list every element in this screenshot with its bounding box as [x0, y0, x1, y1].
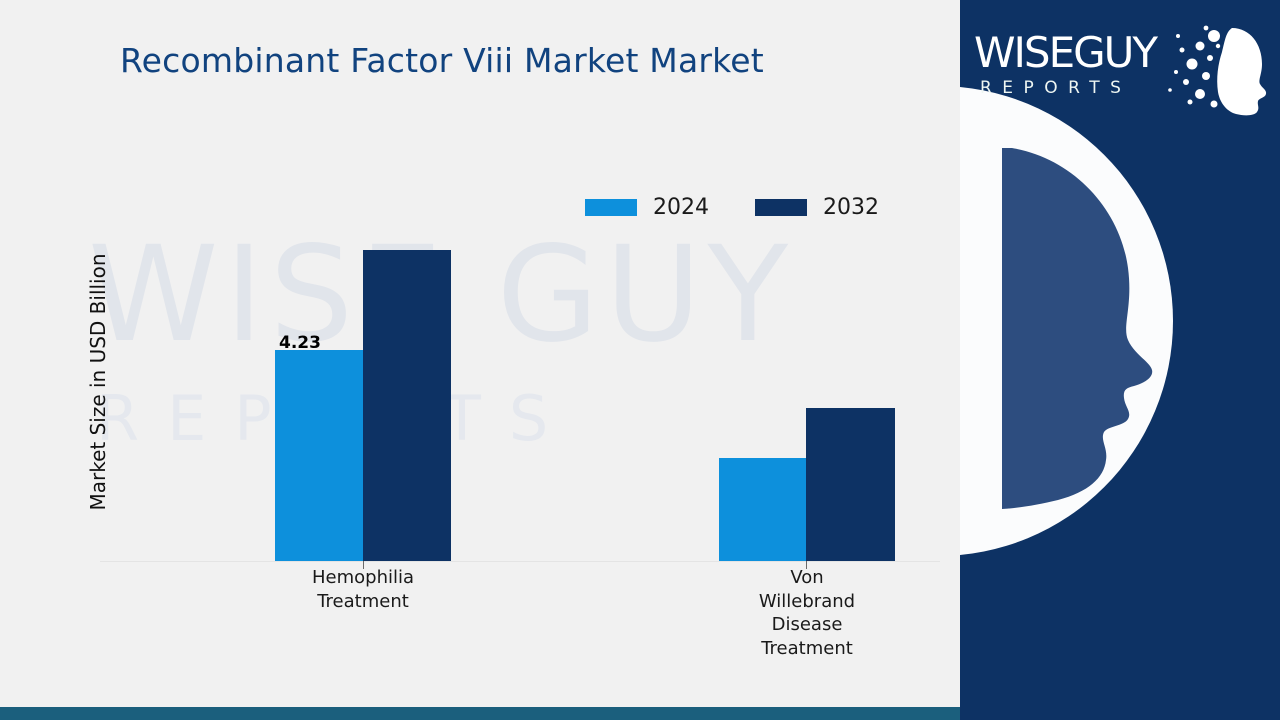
brand-panel: WISEGUY REPORTS — [960, 0, 1280, 720]
x-label-vonwillebrand-line-1: Von — [790, 567, 824, 588]
decorative-dot-cluster — [960, 140, 1060, 560]
legend-label-2032: 2032 — [823, 195, 879, 220]
bar-vonwillebrand-2032[interactable] — [806, 408, 895, 561]
legend-label-2024: 2024 — [653, 195, 709, 220]
x-tick-hemophilia — [363, 561, 364, 569]
logo-head-profile-icon — [1168, 25, 1267, 116]
bar-hemophilia-2032[interactable] — [363, 250, 451, 561]
x-tick-vonwillebrand — [806, 561, 807, 569]
legend-swatch-2024 — [585, 199, 637, 216]
logo-reports-text: REPORTS — [980, 78, 1132, 98]
chart-legend: 2024 2032 — [585, 195, 879, 220]
bottom-accent-bar — [0, 707, 960, 720]
x-label-vonwillebrand-line-2: Willebrand — [758, 590, 856, 612]
x-label-vonwillebrand: Von Willebrand Disease Treatment — [727, 566, 887, 660]
brand-logo: WISEGUY REPORTS — [974, 25, 1269, 116]
bar-vonwillebrand-2024[interactable] — [719, 458, 806, 561]
logo-wiseguy-text: WISEGUY — [974, 28, 1158, 77]
bar-value-hemophilia-2024: 4.23 — [279, 333, 321, 353]
x-label-hemophilia-line-1: Hemophilia — [311, 567, 415, 588]
page-title: Recombinant Factor Viii Market Market — [120, 41, 764, 80]
x-label-vonwillebrand-line-3: Disease — [771, 614, 843, 635]
x-label-hemophilia-line-2: Treatment — [317, 590, 409, 612]
x-label-hemophilia: Hemophilia Treatment — [283, 566, 443, 613]
legend-swatch-2032 — [755, 199, 807, 216]
legend-item-2024[interactable]: 2024 — [585, 195, 709, 220]
x-axis-line — [100, 561, 940, 562]
bar-hemophilia-2024[interactable] — [275, 350, 363, 561]
face-profile-silhouette — [1002, 148, 1153, 509]
legend-item-2032[interactable]: 2032 — [755, 195, 879, 220]
x-label-vonwillebrand-line-4: Treatment — [761, 637, 853, 659]
plot-area: 4.23 Hemophilia Treatment Von Willebrand… — [100, 250, 940, 660]
